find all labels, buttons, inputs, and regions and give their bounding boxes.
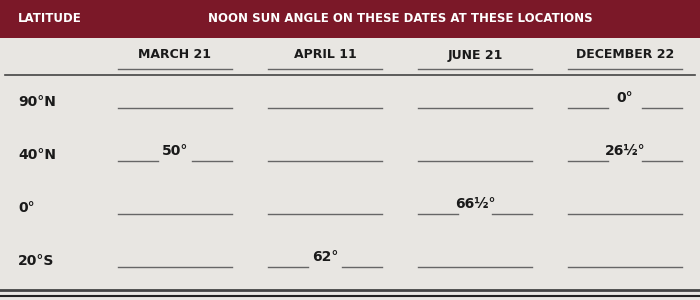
Text: 0°: 0°: [617, 91, 634, 105]
Text: 26½°: 26½°: [605, 144, 645, 158]
Text: MARCH 21: MARCH 21: [139, 49, 211, 62]
Text: 90°N: 90°N: [18, 94, 56, 109]
Text: 66½°: 66½°: [455, 197, 496, 211]
Text: 0°: 0°: [18, 201, 34, 215]
Text: NOON SUN ANGLE ON THESE DATES AT THESE LOCATIONS: NOON SUN ANGLE ON THESE DATES AT THESE L…: [208, 13, 592, 26]
Text: 50°: 50°: [162, 144, 188, 158]
Text: JUNE 21: JUNE 21: [447, 49, 503, 62]
Bar: [0, 0, 700, 38]
Text: 40°N: 40°N: [18, 148, 56, 162]
Text: LATITUDE: LATITUDE: [18, 13, 82, 26]
Text: APRIL 11: APRIL 11: [293, 49, 356, 62]
Text: DECEMBER 22: DECEMBER 22: [576, 49, 674, 62]
Text: 62°: 62°: [312, 250, 338, 264]
Text: 20°S: 20°S: [18, 254, 55, 268]
